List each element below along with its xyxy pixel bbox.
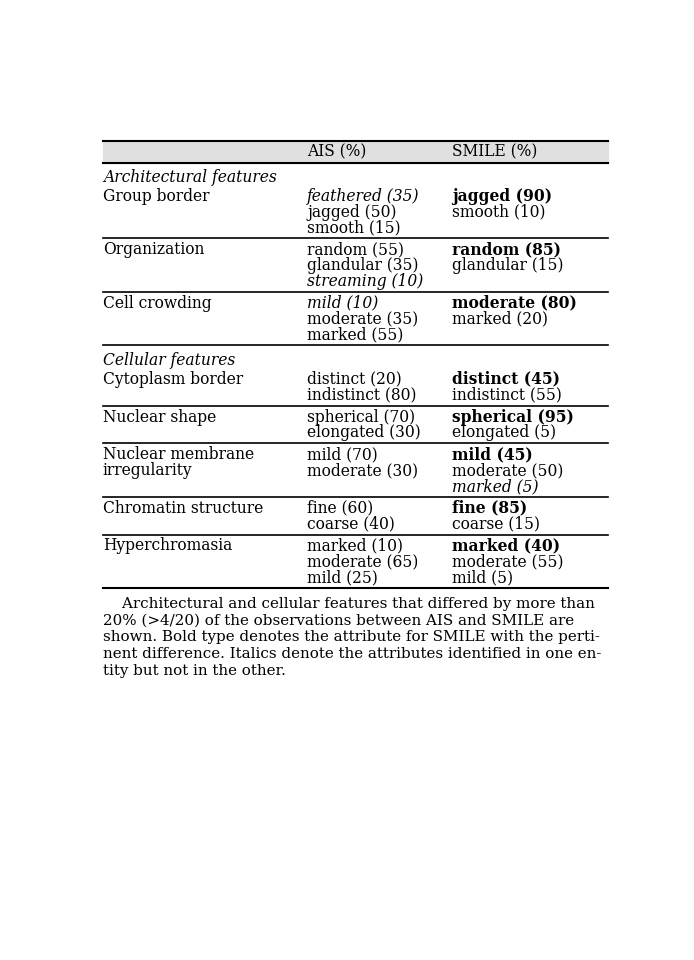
Text: spherical (70): spherical (70) [307,409,416,425]
Text: Hyperchromasia: Hyperchromasia [103,538,232,555]
Text: Nuclear shape: Nuclear shape [103,409,216,425]
Text: indistinct (80): indistinct (80) [307,387,417,404]
Text: Architectural features: Architectural features [103,169,277,186]
Text: jagged (90): jagged (90) [452,187,552,204]
Text: irregularity: irregularity [103,462,192,479]
Text: marked (5): marked (5) [452,478,539,495]
Text: tity but not in the other.: tity but not in the other. [103,663,286,678]
Text: moderate (65): moderate (65) [307,553,418,570]
Text: spherical (95): spherical (95) [452,409,575,425]
Text: coarse (40): coarse (40) [307,516,395,533]
Text: elongated (30): elongated (30) [307,424,421,442]
Text: jagged (50): jagged (50) [307,204,397,221]
Text: smooth (15): smooth (15) [307,220,401,236]
Text: glandular (35): glandular (35) [307,257,418,275]
Text: mild (25): mild (25) [307,569,378,587]
Text: indistinct (55): indistinct (55) [452,387,562,404]
Text: marked (40): marked (40) [452,538,561,555]
Text: moderate (30): moderate (30) [307,462,418,479]
Text: AIS (%): AIS (%) [307,143,366,160]
Text: marked (10): marked (10) [307,538,403,555]
Text: fine (85): fine (85) [452,500,527,516]
Text: distinct (20): distinct (20) [307,371,402,388]
Text: moderate (35): moderate (35) [307,311,418,327]
Text: SMILE (%): SMILE (%) [452,143,538,160]
Text: streaming (10): streaming (10) [307,273,423,290]
Text: Group border: Group border [103,187,210,204]
Text: marked (55): marked (55) [307,326,404,344]
Text: mild (45): mild (45) [452,446,533,463]
Text: Architectural and cellular features that differed by more than: Architectural and cellular features that… [103,597,595,611]
Text: moderate (50): moderate (50) [452,462,564,479]
Text: Nuclear membrane: Nuclear membrane [103,446,254,463]
Text: distinct (45): distinct (45) [452,371,561,388]
Text: Chromatin structure: Chromatin structure [103,500,263,516]
Text: shown. Bold type denotes the attribute for SMILE with the perti-: shown. Bold type denotes the attribute f… [103,631,600,644]
Text: elongated (5): elongated (5) [452,424,557,442]
Text: moderate (80): moderate (80) [452,295,577,312]
Text: fine (60): fine (60) [307,500,373,516]
Text: feathered (35): feathered (35) [307,187,420,204]
Text: coarse (15): coarse (15) [452,516,541,533]
Text: mild (70): mild (70) [307,446,378,463]
Text: random (55): random (55) [307,241,405,258]
Text: moderate (55): moderate (55) [452,553,564,570]
Text: mild (5): mild (5) [452,569,514,587]
Text: Cellular features: Cellular features [103,352,235,369]
Text: random (85): random (85) [452,241,561,258]
Text: smooth (10): smooth (10) [452,204,546,221]
Text: mild (10): mild (10) [307,295,378,312]
Text: marked (20): marked (20) [452,311,548,327]
Text: Cytoplasm border: Cytoplasm border [103,371,243,388]
Text: Organization: Organization [103,241,204,258]
Text: Cell crowding: Cell crowding [103,295,212,312]
Text: 20% (>4/20) of the observations between AIS and SMILE are: 20% (>4/20) of the observations between … [103,613,574,628]
Text: glandular (15): glandular (15) [452,257,564,275]
Text: nent difference. Italics denote the attributes identified in one en-: nent difference. Italics denote the attr… [103,647,601,661]
Bar [103,141,609,163]
